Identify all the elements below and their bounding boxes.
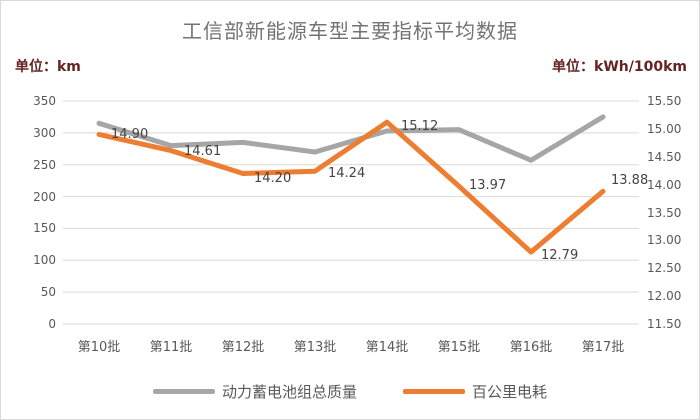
right-axis-tick-label: 14.50 [647,149,682,164]
left-axis-unit-label: 单位：km [15,59,81,75]
data-label: 15.12 [401,119,439,135]
left-axis-tick-label: 100 [33,253,56,268]
right-axis-unit-label: 单位：kWh/100km [552,59,687,75]
left-axis-tick-label: 300 [33,125,56,140]
x-axis-label: 第16批 [509,340,553,355]
right-axis-tick-label: 13.50 [647,205,682,220]
right-axis-tick-label: 11.50 [647,317,682,331]
x-axis-label: 第10批 [77,340,121,355]
legend-swatch-consumption [403,389,465,394]
right-axis-tick-label: 15.00 [647,121,682,136]
data-label: 14.20 [254,171,292,187]
legend: 动力蓄电池组总质量 百公里电耗 [1,381,699,402]
data-label: 14.24 [328,166,366,182]
series-line-battery-mass [96,114,606,163]
data-label: 12.79 [541,248,579,264]
data-label: 14.90 [111,127,149,143]
legend-item-battery-mass: 动力蓄电池组总质量 [152,381,357,402]
data-label: 13.88 [611,173,649,189]
left-axis-tick-label: 150 [33,221,56,236]
x-axis-label: 第17批 [581,340,625,355]
legend-swatch-battery-mass [152,389,215,394]
left-axis-tick-label: 50 [40,285,56,300]
right-axis-tick-label: 12.50 [647,261,682,276]
x-axis-label: 第12批 [221,340,265,355]
right-axis-tick-label: 13.00 [647,233,682,248]
right-axis-tick-label: 15.50 [647,94,682,108]
data-label: 13.97 [469,178,507,194]
left-axis-tick-label: 350 [33,94,56,108]
right-axis-tick-label: 14.00 [647,177,682,192]
legend-label-battery-mass: 动力蓄电池组总质量 [221,383,357,401]
right-axis-tick-label: 12.00 [647,289,682,304]
legend-item-consumption: 百公里电耗 [403,381,547,402]
left-axis-tick-label: 0 [48,317,56,331]
x-axis-label: 第14批 [365,340,409,355]
x-axis-label: 第15批 [437,340,481,355]
chart-title: 工信部新能源车型主要指标平均数据 [182,19,518,43]
legend-label-consumption: 百公里电耗 [472,383,548,401]
series-line-consumption [96,119,606,255]
left-axis-tick-label: 250 [33,157,56,172]
left-axis-tick-label: 200 [33,189,56,204]
data-label: 14.61 [184,143,222,159]
x-axis-label: 第13批 [293,340,337,355]
x-axis-label: 第11批 [149,340,193,355]
